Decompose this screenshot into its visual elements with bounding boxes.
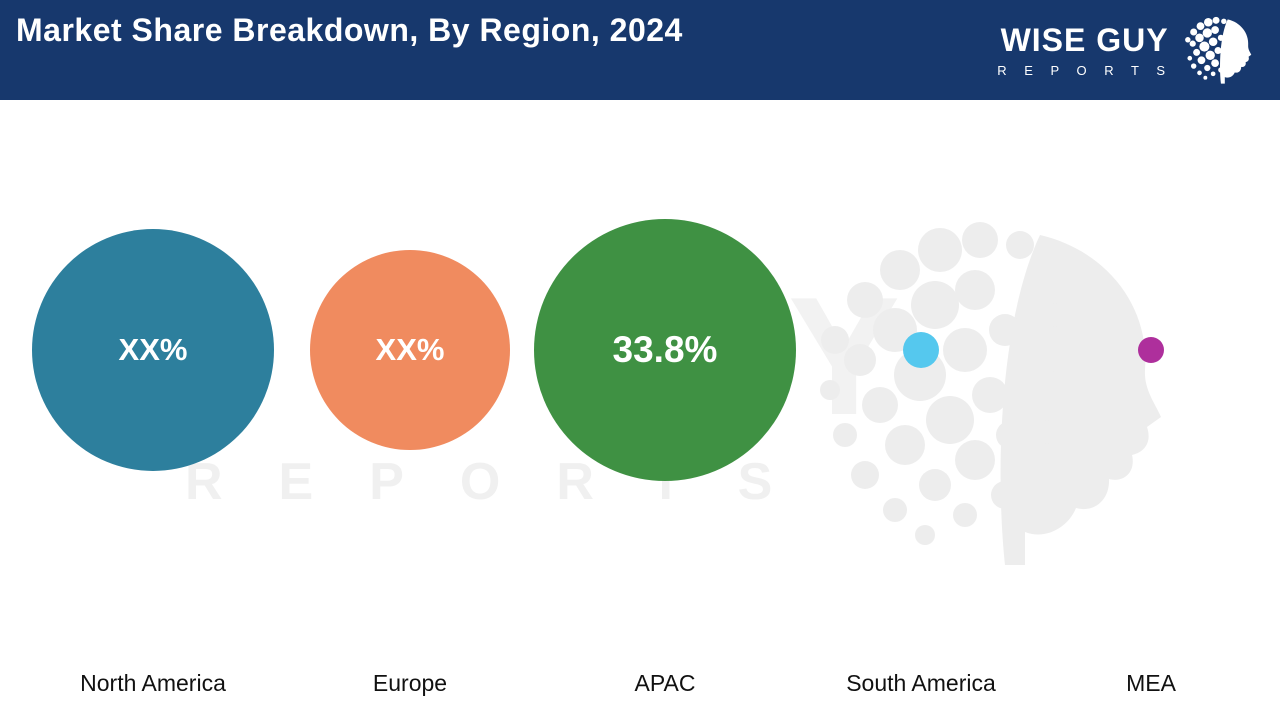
category-label-south-america: South America [846,670,996,696]
bubble-value-label: XX% [375,332,445,367]
bubble-north-america: XX% [32,229,274,471]
page-title: Market Share Breakdown, By Region, 2024 [16,12,683,48]
brand-subtitle: R E P O R T S [997,63,1172,78]
brand-logo-text: WISE GUY R E P O R T S [997,22,1172,78]
bubble-mea [1138,337,1164,363]
wiseguy-head-icon [1182,12,1254,88]
bubble-value-label: XX% [118,332,188,367]
brand-logo: WISE GUY R E P O R T S [997,12,1254,88]
bubble-south-america [903,332,939,368]
category-label-mea: MEA [1126,670,1176,696]
bubble-europe: XX% [310,250,510,450]
header-bar: Market Share Breakdown, By Region, 2024 … [0,0,1280,100]
bubble-value-label: 33.8% [612,329,718,370]
bubble-apac: 33.8% [534,219,796,481]
category-label-apac: APAC [634,670,696,696]
watermark-head-logo [805,220,1175,570]
category-label-europe: Europe [372,670,448,696]
bubble-chart: Y REPORTS XX% North America XX% Europe [0,100,1280,720]
brand-name: WISE GUY [1000,22,1169,58]
category-label-north-america: North America [80,670,226,696]
